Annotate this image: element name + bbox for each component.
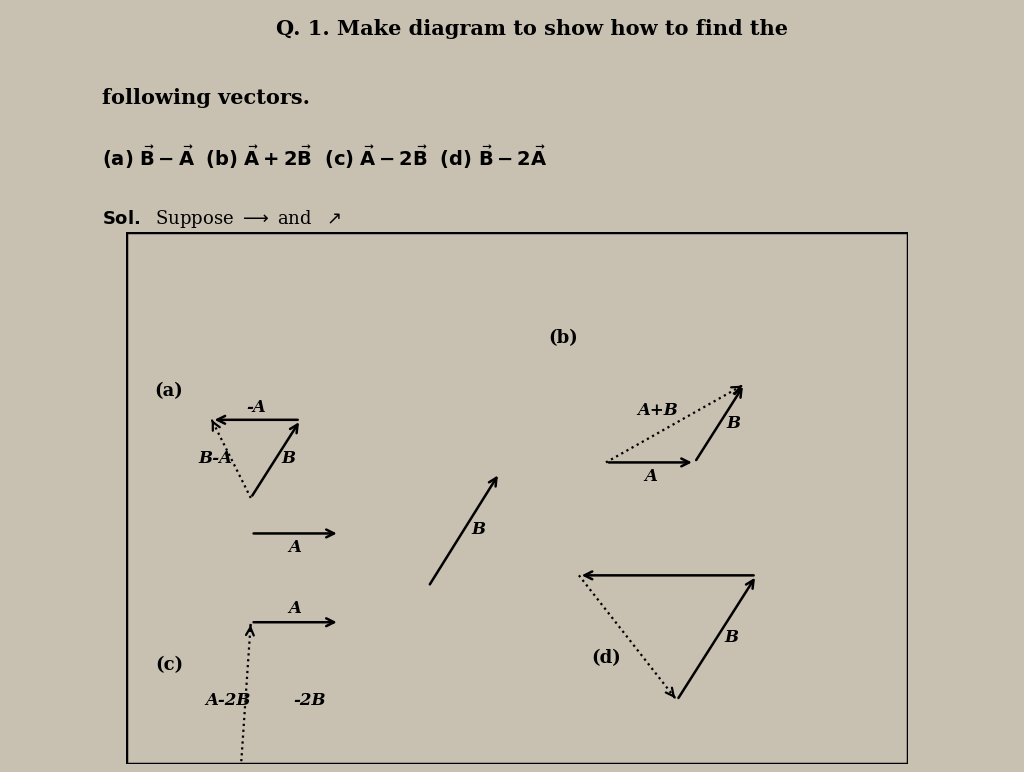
Text: (a): (a) <box>155 382 183 401</box>
Text: $\bf{(a)\ \vec{B}-\vec{A}\ \ (b)\ \vec{A}+2\vec{B}\ \ (c)\ \vec{A}-2\vec{B}\ \ (: $\bf{(a)\ \vec{B}-\vec{A}\ \ (b)\ \vec{A… <box>102 144 548 171</box>
Text: -2B: -2B <box>293 692 326 709</box>
Text: B: B <box>727 415 740 432</box>
Text: (c): (c) <box>155 656 183 674</box>
Text: $\bf{Sol.}$  Suppose $\longrightarrow$ and  $\nearrow$: $\bf{Sol.}$ Suppose $\longrightarrow$ an… <box>102 208 341 230</box>
Text: B: B <box>471 521 485 538</box>
Text: following vectors.: following vectors. <box>102 88 310 108</box>
Text: A: A <box>644 468 656 485</box>
Text: Q. 1. Make diagram to show how to find the: Q. 1. Make diagram to show how to find t… <box>276 19 788 39</box>
Text: B: B <box>724 629 738 646</box>
Text: A-2B: A-2B <box>205 692 251 709</box>
Text: A: A <box>289 539 302 556</box>
Text: B-A: B-A <box>199 450 232 467</box>
Text: A: A <box>289 600 302 617</box>
Text: A+B: A+B <box>637 402 678 419</box>
Text: (b): (b) <box>549 329 579 347</box>
Text: -A: -A <box>246 399 266 416</box>
Text: B: B <box>281 450 295 467</box>
Text: (d): (d) <box>591 648 621 667</box>
